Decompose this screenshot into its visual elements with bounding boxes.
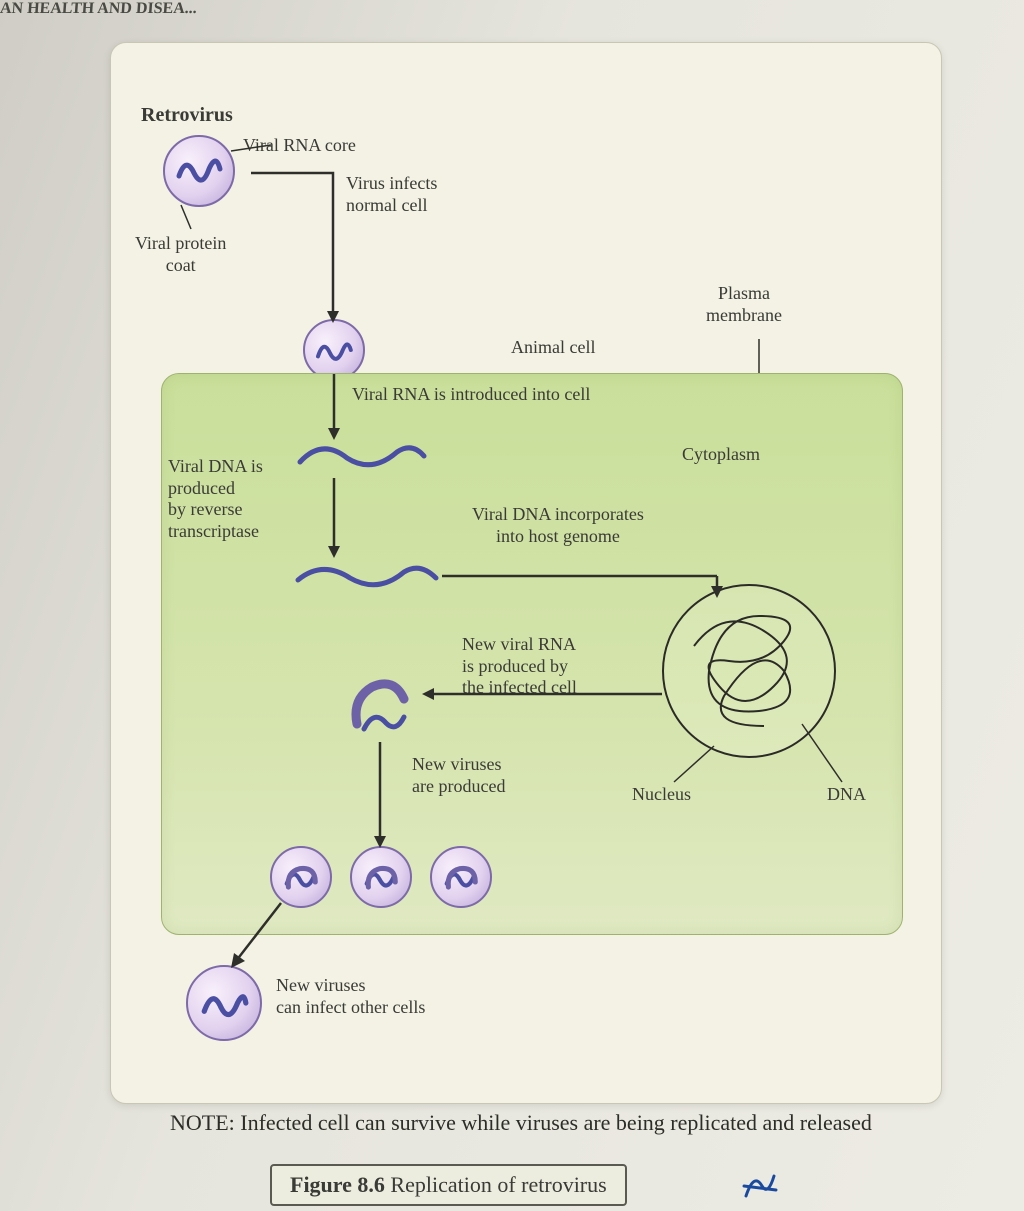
note-prefix: NOTE: bbox=[170, 1110, 235, 1135]
handwritten-mark-icon bbox=[740, 1166, 780, 1206]
note-body: Infected cell can survive while viruses … bbox=[240, 1110, 872, 1135]
page: AN HEALTH AND DISEA... Retrovirus Viral … bbox=[0, 0, 1024, 1211]
note-text: NOTE: Infected cell can survive while vi… bbox=[170, 1110, 950, 1136]
diagram-panel: Retrovirus Viral RNA core Viral protein … bbox=[110, 42, 942, 1104]
header-fragment: AN HEALTH AND DISEA... bbox=[0, 0, 197, 18]
figure-caption: Figure 8.6 Replication of retrovirus bbox=[270, 1164, 627, 1206]
outer-arrows bbox=[111, 43, 941, 1103]
figure-number: Figure 8.6 bbox=[290, 1172, 385, 1197]
figure-title: Replication of retrovirus bbox=[390, 1172, 606, 1197]
